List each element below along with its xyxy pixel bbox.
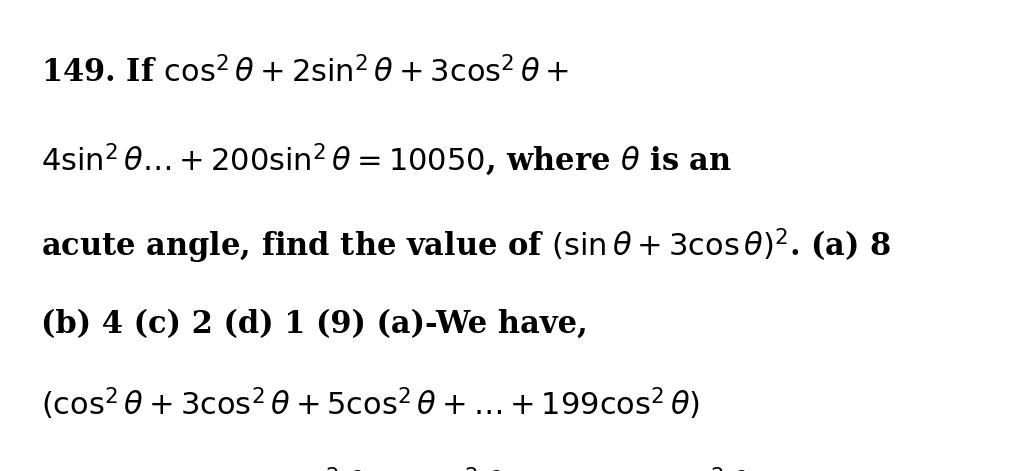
Text: (b) 4 (c) 2 (d) 1 (9) (a)-We have,: (b) 4 (c) 2 (d) 1 (9) (a)-We have, <box>41 309 588 340</box>
Text: acute angle, find the value of $(\sin\theta + 3\cos\theta)^2$. (a) 8: acute angle, find the value of $(\sin\th… <box>41 226 891 266</box>
Text: $+ (2\sin^2\theta + 4\sin^2\theta + \ldots + 200\sin^2\theta)$: $+ (2\sin^2\theta + 4\sin^2\theta + \ldo… <box>225 466 760 471</box>
Text: 149. If $\cos^2\theta + 2\sin^2\theta + 3\cos^2\theta +$: 149. If $\cos^2\theta + 2\sin^2\theta + … <box>41 57 569 89</box>
Text: $(\cos^2\theta +3\cos^2\theta + 5\cos^2\theta + \ldots + 199\cos^2\theta)$: $(\cos^2\theta +3\cos^2\theta + 5\cos^2\… <box>41 386 700 422</box>
Text: $4\sin^2\theta \ldots + 200\sin^2\theta = 10050$, where $\theta$ is an: $4\sin^2\theta \ldots + 200\sin^2\theta … <box>41 141 732 178</box>
